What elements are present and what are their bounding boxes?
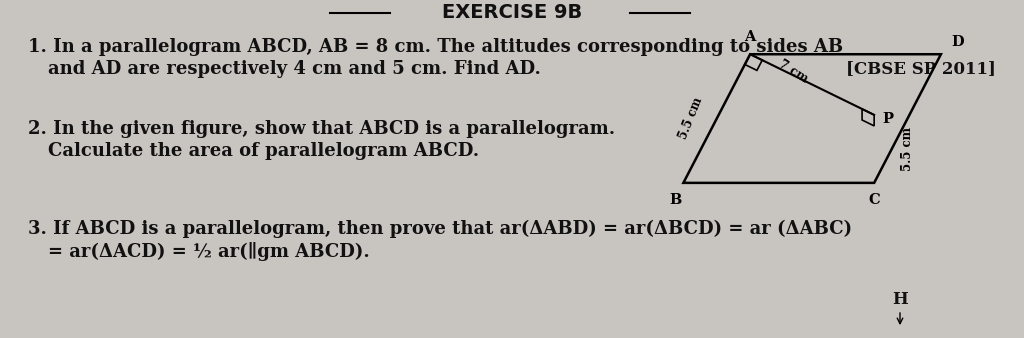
Text: [CBSE SP 2011]: [CBSE SP 2011]	[846, 60, 996, 77]
Text: D: D	[951, 35, 964, 49]
Text: = ar(ΔACD) = ½ ar(∥gm ABCD).: = ar(ΔACD) = ½ ar(∥gm ABCD).	[48, 242, 370, 261]
Text: EXERCISE 9B: EXERCISE 9B	[442, 3, 582, 23]
Text: 2. In the given figure, show that ABCD is a parallelogram.: 2. In the given figure, show that ABCD i…	[28, 120, 615, 138]
Text: and AD are respectively 4 cm and 5 cm. Find AD.: and AD are respectively 4 cm and 5 cm. F…	[48, 60, 541, 78]
Text: 3. If ABCD is a parallelogram, then prove that ar(ΔABD) = ar(ΔBCD) = ar (ΔABC): 3. If ABCD is a parallelogram, then prov…	[28, 220, 852, 238]
Text: Calculate the area of parallelogram ABCD.: Calculate the area of parallelogram ABCD…	[48, 142, 479, 160]
Text: 5.5 cm: 5.5 cm	[901, 127, 914, 171]
Text: 7 cm: 7 cm	[776, 58, 810, 86]
Text: C: C	[868, 193, 880, 207]
Text: P: P	[883, 112, 894, 126]
Text: B: B	[669, 193, 681, 207]
Text: A: A	[744, 30, 756, 44]
Text: 5.5 cm: 5.5 cm	[676, 96, 705, 141]
Text: 1. In a parallelogram ABCD, AB = 8 cm. The altitudes corresponding to sides AB: 1. In a parallelogram ABCD, AB = 8 cm. T…	[28, 38, 843, 56]
Text: H: H	[892, 291, 908, 308]
